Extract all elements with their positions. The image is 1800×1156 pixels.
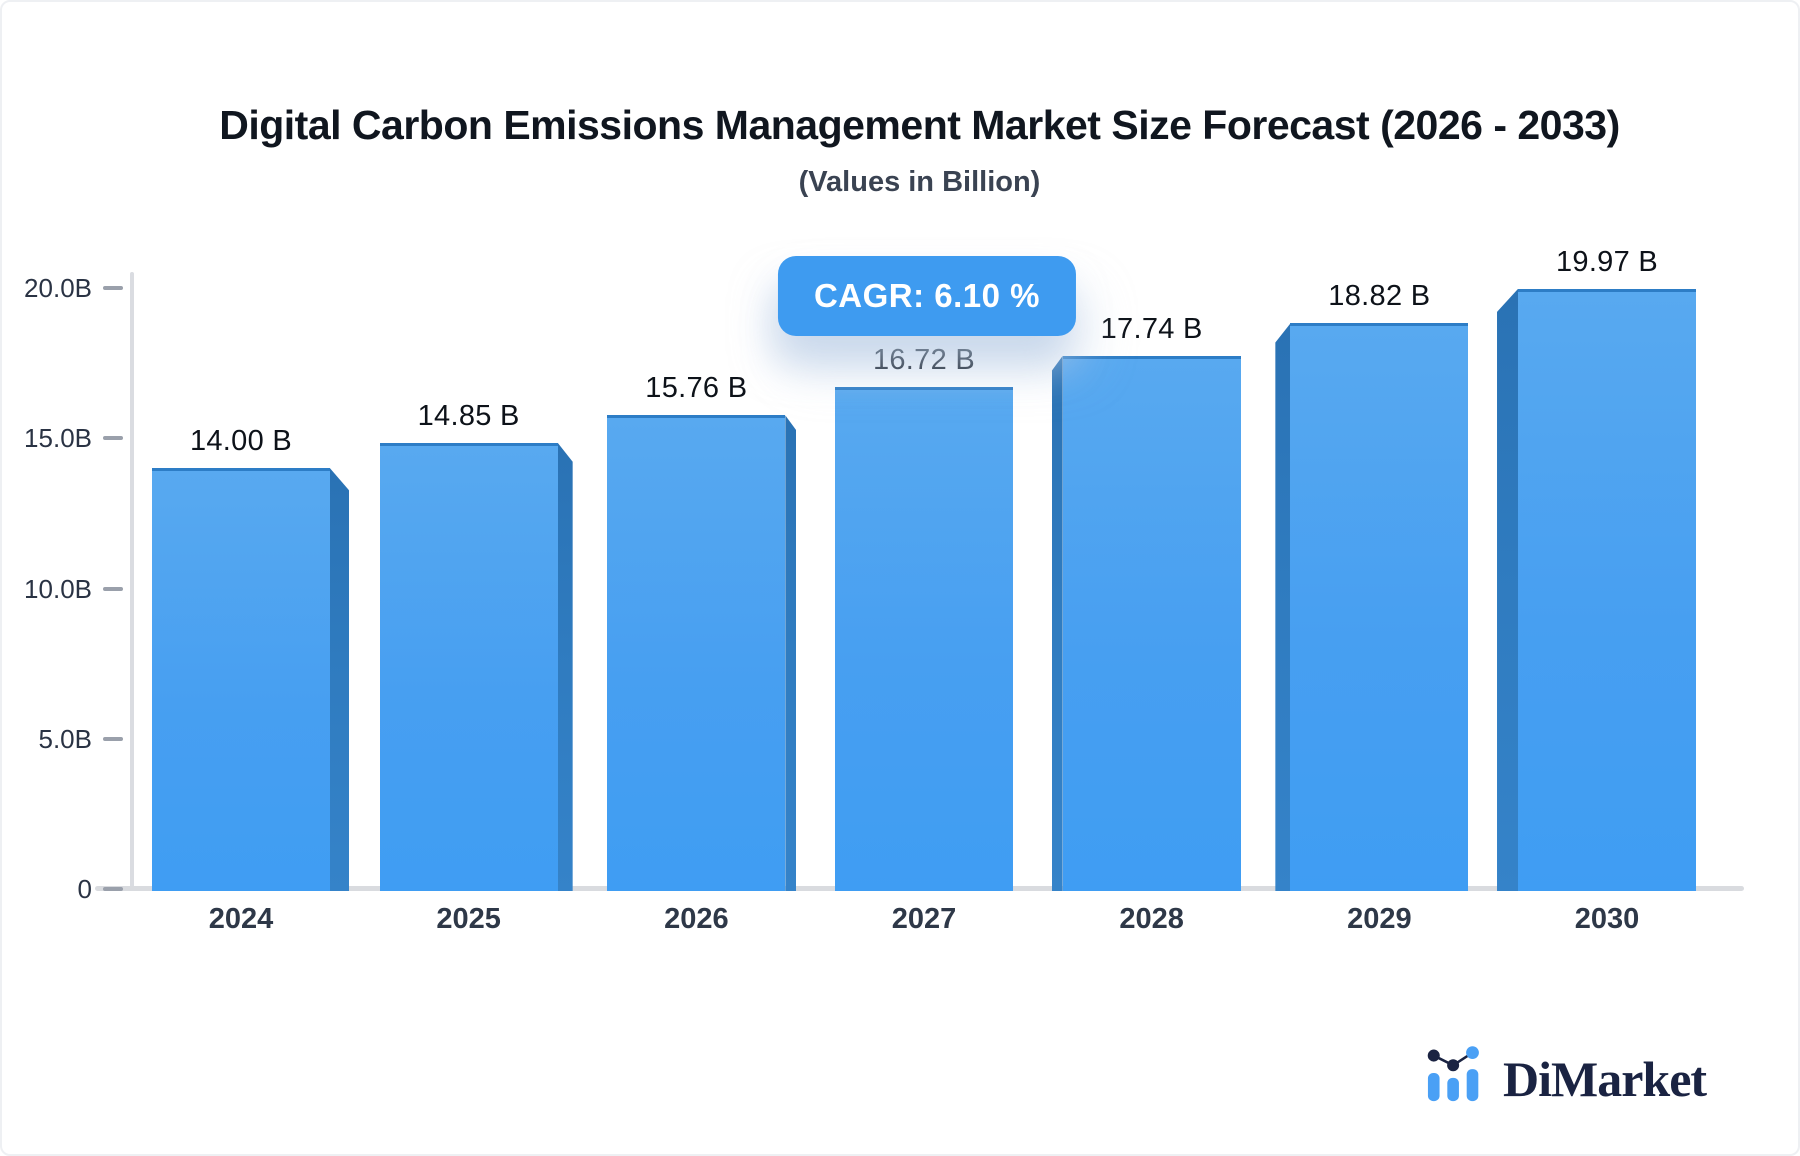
bar-side-3d (330, 468, 349, 891)
x-axis-label-2025: 2025 (436, 903, 501, 935)
x-axis-label-2029: 2029 (1347, 903, 1412, 935)
y-tick-label: 0 (77, 874, 92, 904)
page-title: Digital Carbon Emissions Management Mark… (219, 102, 1620, 148)
bar-face-2029 (1290, 323, 1469, 891)
x-axis-label-2030: 2030 (1574, 903, 1640, 935)
y-tick-label: 5.0B (38, 723, 93, 754)
bar-face-2025 (379, 442, 558, 891)
bar-face-2030 (1518, 288, 1697, 891)
bar-side-3d (1051, 355, 1063, 891)
bar-value-label: 17.74 B (1100, 312, 1203, 345)
bar-side-3d (785, 415, 797, 891)
bar-face-2028 (1062, 355, 1241, 891)
x-axis-label-2026: 2026 (664, 903, 729, 935)
x-axis-label-2028: 2028 (1119, 903, 1184, 935)
y-tick-label: 20.0B (24, 273, 92, 303)
bar-value-label: 14.85 B (417, 399, 520, 432)
cagr-badge: CAGR: 6.10 % (777, 256, 1077, 336)
bar-face-2024 (152, 468, 330, 891)
y-tick-label: 15.0B (24, 423, 92, 454)
dimarket-logo: DiMarket (1426, 1044, 1707, 1107)
y-tick-mark (103, 286, 123, 290)
x-axis-label-2027: 2027 (891, 903, 957, 935)
bar-value-label: 15.76 B (645, 372, 748, 405)
y-tick-mark (103, 736, 123, 741)
bar-value-label: 16.72 B (872, 343, 976, 376)
bar-value-label: 18.82 B (1328, 280, 1431, 313)
bar-value-label: 19.97 B (1555, 245, 1659, 278)
x-axis-label-2024: 2024 (208, 903, 274, 935)
bar-face-2027 (835, 386, 1013, 891)
y-tick-mark (103, 887, 123, 891)
bar-value-label: 14.00 B (189, 425, 293, 458)
bar-side-3d (1275, 323, 1291, 891)
y-tick-mark (103, 436, 123, 441)
mini-bar-chart-icon (1427, 1046, 1479, 1102)
y-tick-mark (103, 586, 123, 591)
y-axis-line (130, 272, 134, 890)
chart-subtitle: (Values in Billion) (798, 166, 1041, 198)
logo-text: DiMarket (1503, 1051, 1707, 1107)
bar-face-2026 (607, 415, 786, 891)
bar-side-3d (557, 442, 573, 891)
y-tick-label: 10.0B (24, 573, 92, 604)
bar-side-3d (1497, 288, 1519, 891)
